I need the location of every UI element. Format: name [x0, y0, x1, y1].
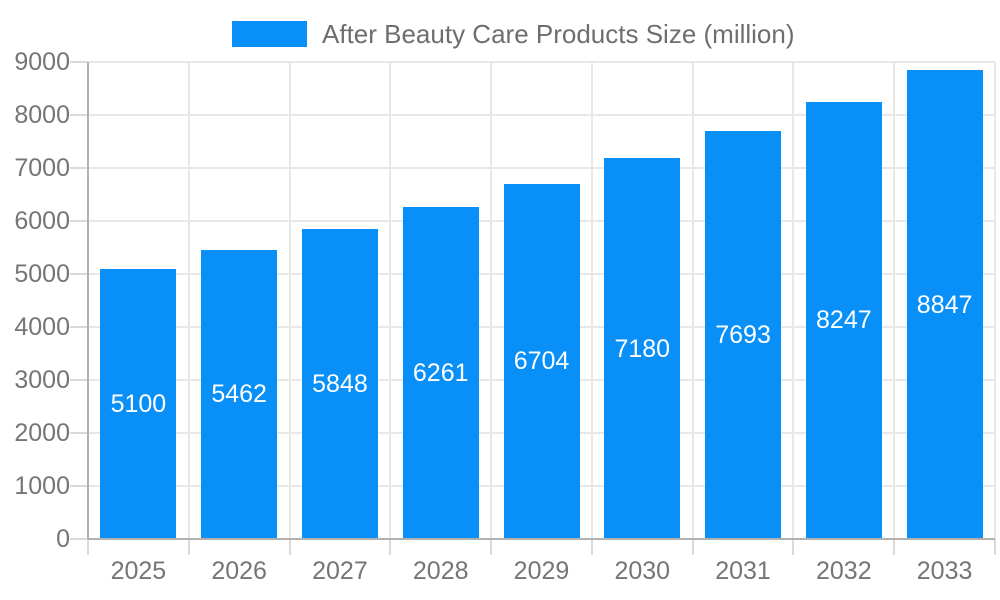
y-axis-tick	[70, 167, 88, 169]
y-axis-tick	[70, 220, 88, 222]
bar[interactable]	[402, 207, 479, 539]
x-axis-label: 2027	[312, 557, 368, 585]
x-gridline	[590, 62, 593, 539]
bar[interactable]	[201, 249, 278, 539]
y-axis-tick	[70, 326, 88, 328]
bar-value-label: 5848	[312, 370, 368, 399]
x-gridline	[490, 62, 493, 539]
x-axis-tick	[490, 539, 493, 555]
y-axis-tick	[70, 432, 88, 434]
y-axis-label: 2000	[14, 419, 70, 447]
bar[interactable]	[100, 268, 177, 539]
y-axis-tick	[70, 114, 88, 116]
y-axis-label: 1000	[14, 472, 70, 500]
plot-area: 0 1000 2000 3000 4000 5000 6000 7000 8000 9000 510…	[14, 48, 996, 585]
bar-value-label: 6261	[412, 359, 469, 388]
x-gridline	[288, 62, 291, 539]
x-gridline	[187, 62, 190, 539]
bar-value-label: 5462	[211, 380, 267, 409]
y-axis-tick	[70, 273, 88, 275]
bar-value-label: 6704	[513, 347, 570, 376]
legend[interactable]: After Beauty Care Products Size (million…	[232, 19, 795, 49]
y-axis-label: 8000	[14, 101, 70, 129]
legend-swatch	[232, 21, 307, 47]
x-axis-tick	[994, 539, 996, 555]
y-axis-label: 7000	[14, 154, 70, 182]
x-gridline	[691, 62, 694, 539]
x-axis-label: 2029	[513, 557, 570, 585]
x-gridline	[792, 62, 795, 539]
x-axis-label: 2033	[916, 557, 973, 585]
y-axis-tick	[70, 538, 88, 540]
x-gridline	[994, 62, 996, 539]
legend-label: After Beauty Care Products Size (million…	[322, 19, 795, 49]
x-gridline	[389, 62, 392, 539]
y-axis-tick	[70, 485, 88, 487]
bar[interactable]	[604, 158, 681, 539]
y-gridline	[88, 114, 995, 116]
bar[interactable]	[301, 229, 378, 539]
x-axis-label: 2030	[614, 557, 671, 585]
x-axis-label: 2028	[412, 557, 469, 585]
x-axis-tick	[187, 539, 190, 555]
bar-value-label: 5100	[110, 389, 167, 418]
x-axis-tick	[691, 539, 694, 555]
x-gridline	[893, 62, 896, 539]
bar[interactable]	[503, 183, 580, 539]
y-axis-label: 9000	[14, 48, 70, 76]
x-axis-label: 2031	[715, 557, 771, 585]
x-axis-tick	[893, 539, 896, 555]
x-axis-tick	[288, 539, 291, 555]
bar-value-label: 7180	[614, 334, 671, 363]
x-axis-label: 2032	[816, 557, 872, 585]
x-axis-tick	[792, 539, 795, 555]
x-axis-tick	[590, 539, 593, 555]
y-axis-label: 4000	[14, 313, 70, 341]
y-gridline	[88, 167, 995, 169]
bar[interactable]	[805, 101, 882, 539]
x-axis-label: 2025	[110, 557, 167, 585]
y-axis-label: 6000	[14, 207, 70, 235]
bar-value-label: 8847	[916, 290, 973, 319]
bar[interactable]	[906, 70, 983, 539]
y-axis-label: 0	[56, 525, 70, 553]
x-axis-line	[88, 538, 995, 540]
y-axis-line	[87, 62, 89, 539]
y-axis-label: 3000	[14, 366, 70, 394]
bar[interactable]	[705, 131, 782, 539]
y-axis-tick	[70, 61, 88, 63]
x-axis-tick	[389, 539, 392, 555]
bar-value-label: 8247	[816, 306, 872, 335]
y-axis-label: 5000	[14, 260, 70, 288]
y-axis-tick	[70, 379, 88, 381]
y-gridline	[88, 61, 995, 63]
x-axis-label: 2026	[211, 557, 267, 585]
x-axis-tick	[87, 539, 89, 555]
bar-value-label: 7693	[715, 321, 771, 350]
